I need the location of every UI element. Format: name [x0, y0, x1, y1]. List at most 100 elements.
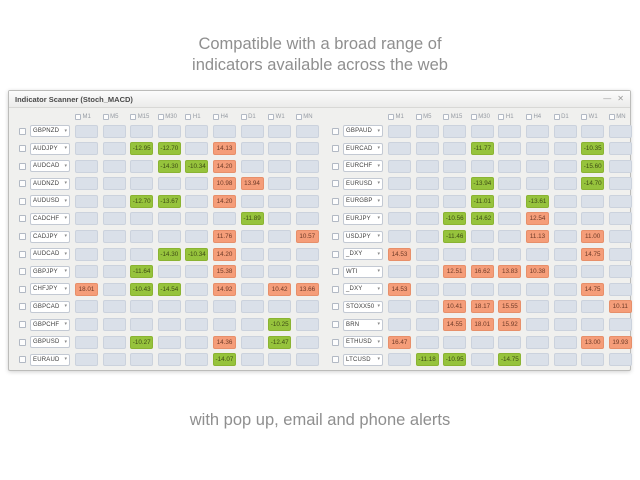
scanner-row: ETHUSD ▾ 16.47 13.00 19.93	[332, 335, 632, 349]
symbol-select[interactable]: GBPNZD ▾	[30, 125, 70, 137]
row-checkbox[interactable]	[332, 127, 339, 135]
symbol-select[interactable]: EURJPY ▾	[343, 212, 383, 225]
timeframe-checkbox[interactable]	[443, 114, 450, 120]
scanner-cell-mn	[608, 124, 632, 138]
close-icon[interactable]: ✕	[617, 94, 624, 103]
chevron-down-icon: ▾	[377, 268, 380, 275]
symbol-select[interactable]: CADJPY ▾	[30, 230, 70, 243]
symbol-select[interactable]: STOXX50 ▾	[343, 300, 383, 313]
timeframe-checkbox[interactable]	[388, 114, 394, 120]
timeframe-checkbox[interactable]	[295, 114, 302, 120]
symbol-select[interactable]: GBPAUD ▾	[343, 125, 383, 137]
symbol-select[interactable]: EURCAD ▾	[343, 142, 383, 155]
row-checkbox[interactable]	[19, 356, 26, 364]
row-checkbox[interactable]	[332, 162, 339, 170]
row-checkbox[interactable]	[332, 321, 339, 329]
row-checkbox[interactable]	[332, 145, 339, 153]
row-checkbox[interactable]	[19, 303, 26, 311]
row-checkbox[interactable]	[332, 356, 339, 364]
row-checkbox[interactable]	[19, 285, 26, 293]
symbol-select[interactable]: GBPJPY ▾	[30, 265, 70, 278]
row-checkbox[interactable]	[19, 162, 26, 170]
scanner-cell-d1	[553, 247, 577, 261]
scanner-cell-w1: -14.70	[581, 177, 605, 191]
scanner-cell-h4: 15.38	[212, 265, 236, 279]
row-checkbox[interactable]	[332, 197, 339, 205]
scanner-cell-m15	[130, 318, 154, 332]
symbol-select[interactable]: AUDUSD ▾	[30, 195, 70, 208]
timeframe-checkbox[interactable]	[553, 114, 560, 120]
row-checkbox[interactable]	[19, 321, 26, 329]
row-checkbox[interactable]	[19, 197, 26, 205]
timeframe-header-cell: H1	[498, 114, 521, 120]
symbol-select[interactable]: _DXY ▾	[343, 283, 383, 296]
scanner-cell-d1	[240, 142, 264, 156]
row-checkbox[interactable]	[332, 338, 339, 346]
chevron-down-icon: ▾	[377, 321, 380, 328]
row-checkbox[interactable]	[19, 215, 26, 223]
timeframe-checkbox[interactable]	[157, 114, 164, 120]
symbol-select[interactable]: USDJPY ▾	[343, 230, 383, 243]
symbol-select[interactable]: CHFJPY ▾	[30, 283, 70, 296]
symbol-select[interactable]: EURAUD ▾	[30, 353, 70, 366]
timeframe-checkbox[interactable]	[415, 114, 422, 120]
symbol-select[interactable]: GBPCHF ▾	[30, 318, 70, 331]
symbol-select[interactable]: EURGBP ▾	[343, 195, 383, 208]
row-checkbox[interactable]	[332, 215, 339, 223]
row-checkbox[interactable]	[19, 250, 26, 258]
symbol-select[interactable]: ETHUSD ▾	[343, 336, 383, 349]
row-checkbox[interactable]	[332, 303, 339, 311]
symbol-select[interactable]: AUDCAD ▾	[30, 248, 70, 261]
timeframe-checkbox[interactable]	[75, 114, 81, 120]
symbol-select[interactable]: GBPCAD ▾	[30, 300, 70, 313]
timeframe-checkbox[interactable]	[608, 114, 615, 120]
scanner-cell-m30	[157, 318, 181, 332]
scanner-cell-m5	[415, 265, 439, 279]
timeframe-checkbox[interactable]	[185, 114, 192, 120]
timeframe-checkbox[interactable]	[498, 114, 505, 120]
scanner-cell-mn	[608, 318, 632, 332]
minimize-icon[interactable]: —	[603, 94, 612, 103]
symbol-select[interactable]: GBPUSD ▾	[30, 336, 70, 349]
symbol-select[interactable]: AUDCAD ▾	[30, 160, 70, 173]
chevron-down-icon: ▾	[377, 250, 380, 257]
scanner-cell-m30	[157, 177, 181, 191]
row-checkbox[interactable]	[332, 180, 339, 188]
row-checkbox[interactable]	[19, 233, 26, 241]
scanner-cell-h4: 10.98	[212, 177, 236, 191]
scanner-cell-m15	[130, 124, 154, 138]
symbol-select[interactable]: WTI ▾	[343, 265, 383, 278]
symbol-select[interactable]: AUDJPY ▾	[30, 142, 70, 155]
timeframe-checkbox[interactable]	[470, 114, 477, 120]
row-checkbox[interactable]	[19, 145, 26, 153]
symbol-select[interactable]: BRN ▾	[343, 318, 383, 331]
symbol-select[interactable]: EURCHF ▾	[343, 160, 383, 173]
symbol-select[interactable]: _DXY ▾	[343, 248, 383, 261]
timeframe-checkbox[interactable]	[581, 114, 588, 120]
symbol-select[interactable]: AUDNZD ▾	[30, 177, 70, 190]
timeframe-checkbox[interactable]	[525, 114, 532, 120]
timeframe-checkbox[interactable]	[102, 114, 109, 120]
symbol-select[interactable]: EURUSD ▾	[343, 177, 383, 190]
row-checkbox[interactable]	[19, 180, 26, 188]
row-checkbox[interactable]	[332, 233, 339, 241]
scanner-cell-mn	[295, 300, 319, 314]
row-checkbox[interactable]	[332, 250, 339, 258]
row-checkbox[interactable]	[19, 127, 26, 135]
scanner-cell-d1	[553, 212, 577, 226]
scanner-cell-h1	[185, 124, 209, 138]
scanner-cell-m5	[102, 177, 126, 191]
symbol-select[interactable]: CADCHF ▾	[30, 212, 70, 225]
timeframe-checkbox[interactable]	[240, 114, 247, 120]
row-checkbox[interactable]	[332, 285, 339, 293]
scanner-cell-d1	[240, 353, 264, 367]
timeframe-checkbox[interactable]	[268, 114, 275, 120]
row-checkbox[interactable]	[19, 338, 26, 346]
row-checkbox[interactable]	[332, 268, 339, 276]
timeframe-checkbox[interactable]	[130, 114, 137, 120]
scanner-cell-h4	[525, 142, 549, 156]
scanner-cell-mn	[608, 353, 632, 367]
timeframe-checkbox[interactable]	[212, 114, 219, 120]
row-checkbox[interactable]	[19, 268, 26, 276]
symbol-select[interactable]: LTCUSD ▾	[343, 353, 383, 366]
